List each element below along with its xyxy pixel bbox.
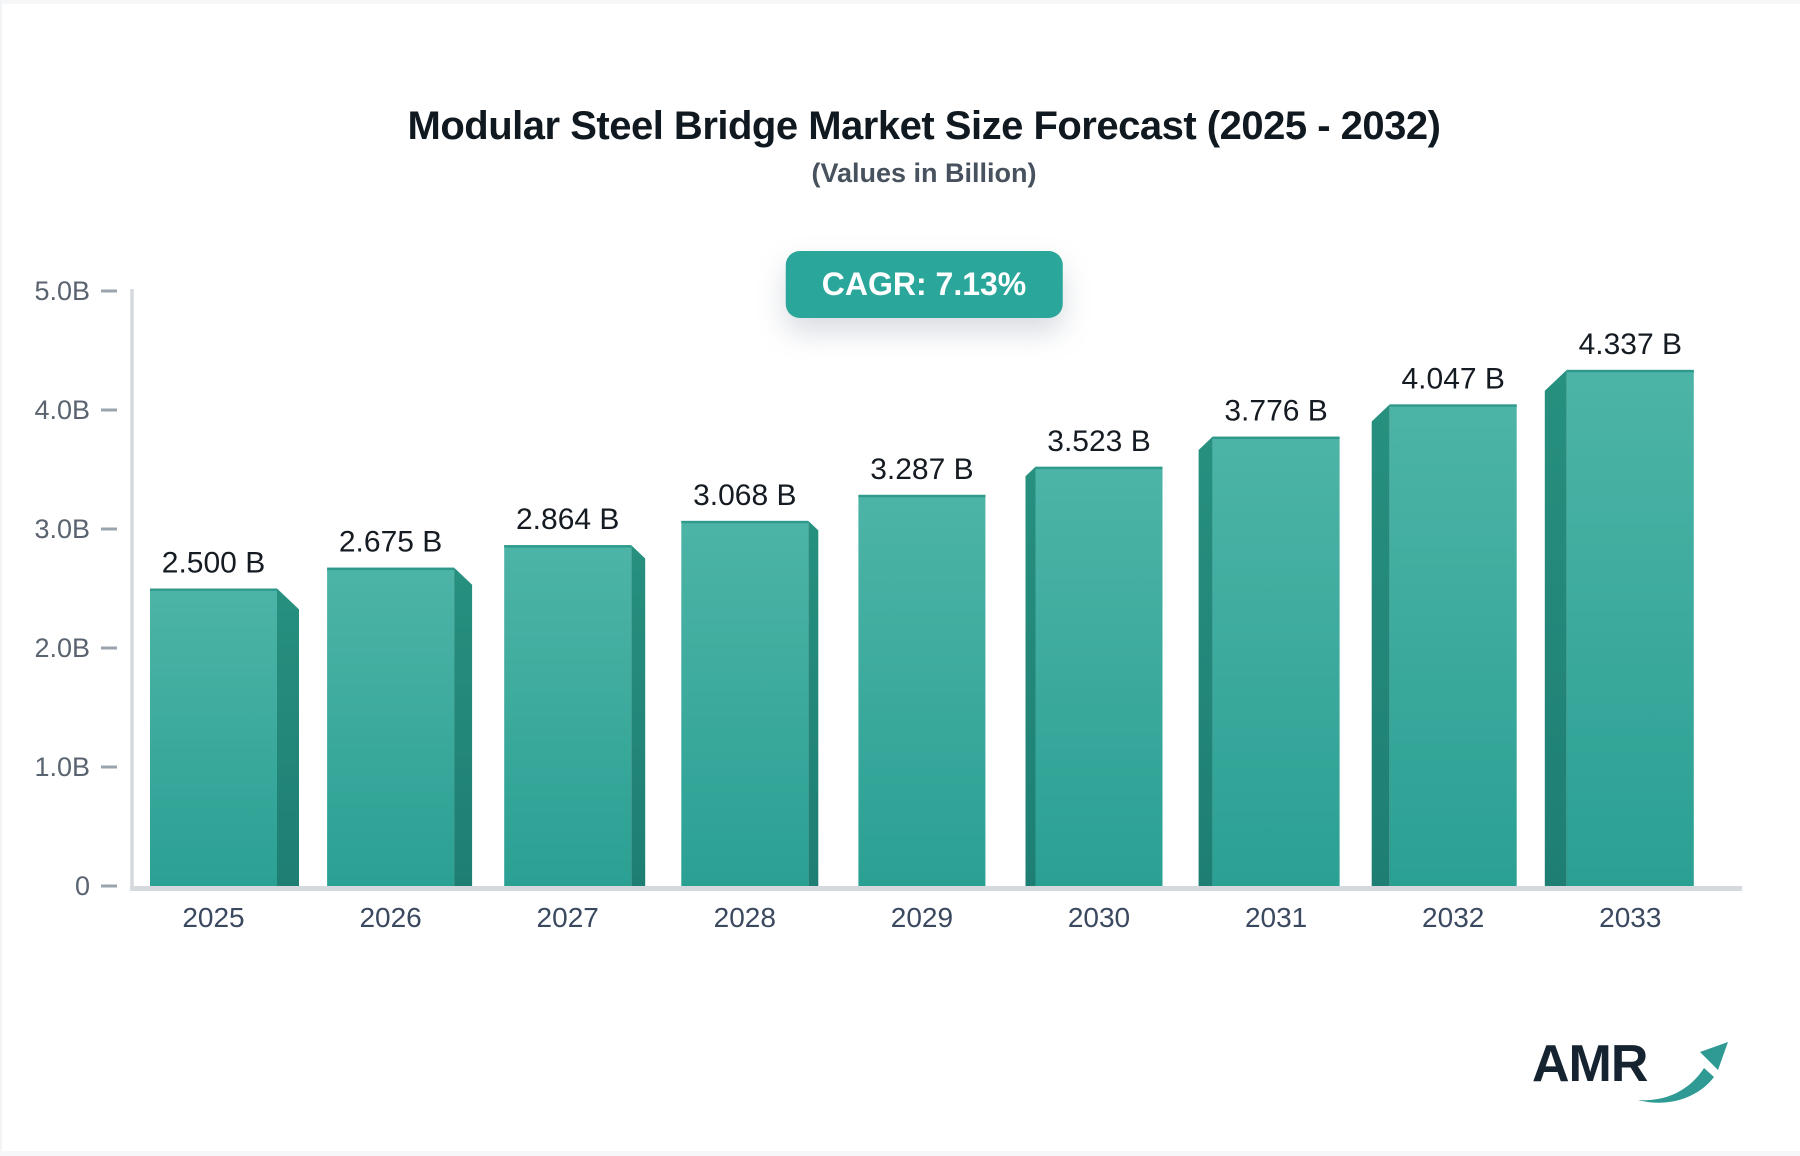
bar-value-label: 3.287 B bbox=[870, 453, 973, 486]
left-edge-divider bbox=[0, 0, 2, 1156]
bar-side-face bbox=[808, 520, 819, 888]
x-axis-label: 2031 bbox=[1245, 902, 1307, 933]
y-axis-tick-label: 0 bbox=[75, 871, 90, 901]
amr-logo: AMR bbox=[1532, 1034, 1732, 1114]
top-edge-divider bbox=[0, 0, 1800, 4]
bar bbox=[858, 494, 986, 888]
y-axis-tick-label: 4.0B bbox=[34, 395, 90, 425]
y-axis-tick-label: 1.0B bbox=[34, 752, 90, 782]
x-axis-label: 2033 bbox=[1599, 902, 1661, 933]
y-axis-tick-label: 3.0B bbox=[34, 514, 90, 544]
y-axis-tick-label: 5.0B bbox=[34, 276, 90, 306]
amr-logo-text: AMR bbox=[1532, 1035, 1648, 1093]
bar bbox=[1035, 466, 1163, 888]
bar bbox=[1389, 404, 1517, 888]
x-axis-label: 2025 bbox=[182, 902, 244, 933]
x-axis-label: 2032 bbox=[1422, 902, 1484, 933]
x-axis-label: 2030 bbox=[1068, 902, 1130, 933]
bar bbox=[1212, 436, 1340, 888]
bottom-edge-divider bbox=[0, 1151, 1800, 1156]
bar bbox=[150, 588, 277, 888]
bar-value-label: 3.068 B bbox=[693, 479, 796, 512]
bar bbox=[1566, 369, 1694, 889]
chart-subtitle: (Values in Billion) bbox=[811, 158, 1037, 188]
bar bbox=[327, 567, 455, 888]
y-axis-tick-label: 2.0B bbox=[34, 633, 90, 663]
bar-side-face bbox=[1025, 466, 1036, 888]
bar-value-label: 4.047 B bbox=[1401, 362, 1504, 395]
cagr-badge: CAGR: 7.13% bbox=[785, 251, 1063, 318]
x-axis-label: 2026 bbox=[359, 902, 421, 933]
bar-side-face bbox=[1544, 369, 1567, 889]
x-axis-label: 2027 bbox=[537, 902, 599, 933]
x-axis-label: 2029 bbox=[891, 902, 953, 933]
bar bbox=[504, 545, 632, 888]
bar-side-face bbox=[277, 588, 299, 888]
bar-value-label: 2.675 B bbox=[339, 526, 442, 559]
bar-value-label: 2.500 B bbox=[162, 547, 265, 580]
bar-side-face bbox=[631, 545, 646, 888]
bar-value-label: 4.337 B bbox=[1579, 328, 1682, 361]
bar-side-face bbox=[1198, 436, 1213, 888]
bar-side-face bbox=[454, 567, 473, 888]
bar-value-label: 2.864 B bbox=[516, 503, 619, 536]
bar bbox=[681, 520, 809, 888]
bar-side-face bbox=[1371, 404, 1390, 888]
bar-value-label: 3.776 B bbox=[1224, 395, 1327, 428]
x-axis-label: 2028 bbox=[714, 902, 776, 933]
logo-growth-arrow-icon bbox=[1638, 1042, 1728, 1103]
bar-value-label: 3.523 B bbox=[1047, 425, 1150, 458]
chart-title: Modular Steel Bridge Market Size Forecas… bbox=[407, 104, 1441, 148]
